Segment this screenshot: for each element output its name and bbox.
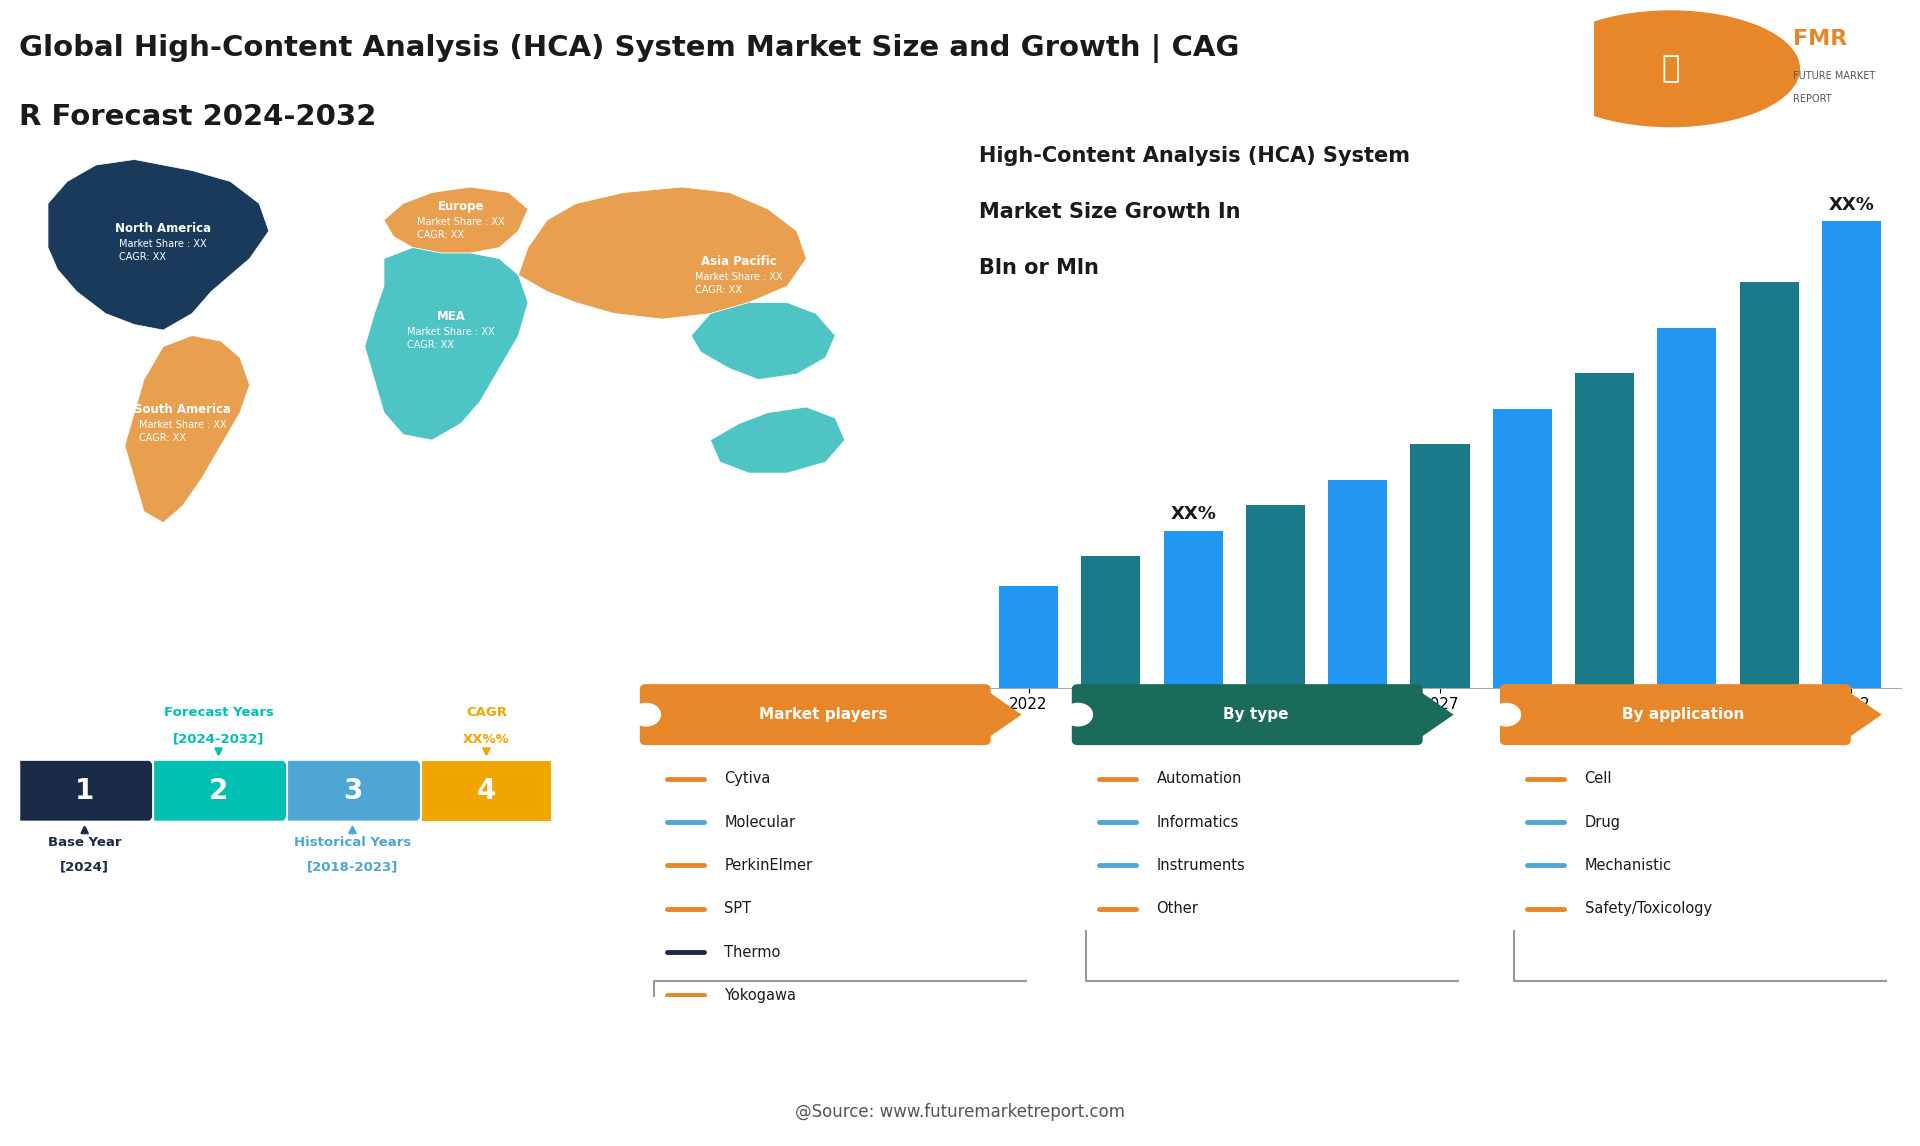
Text: Base Year: Base Year (48, 835, 121, 849)
Polygon shape (19, 760, 175, 822)
Polygon shape (985, 689, 1021, 740)
Text: High-Content Analysis (HCA) System: High-Content Analysis (HCA) System (979, 146, 1409, 165)
Text: Molecular: Molecular (724, 815, 795, 830)
Text: Global High-Content Analysis (HCA) System Market Size and Growth | CAG: Global High-Content Analysis (HCA) Syste… (19, 33, 1240, 63)
Text: Safety/Toxicology: Safety/Toxicology (1584, 901, 1713, 917)
Circle shape (1064, 704, 1092, 725)
Text: @Source: www.futuremarketreport.com: @Source: www.futuremarketreport.com (795, 1102, 1125, 1121)
Text: Drug: Drug (1584, 815, 1620, 830)
Text: Yokogawa: Yokogawa (724, 988, 797, 1003)
Circle shape (1542, 11, 1799, 126)
Text: Historical Years: Historical Years (294, 835, 411, 849)
Polygon shape (384, 187, 528, 253)
Polygon shape (365, 248, 528, 440)
Text: REPORT: REPORT (1793, 94, 1832, 104)
Polygon shape (1417, 689, 1453, 740)
Text: Market Share : XX
CAGR: XX: Market Share : XX CAGR: XX (119, 238, 207, 262)
Text: XX%%: XX%% (463, 732, 511, 746)
Text: Other: Other (1156, 901, 1198, 917)
Bar (1492, 409, 1551, 688)
Bar (1657, 328, 1716, 688)
Polygon shape (518, 187, 806, 319)
FancyBboxPatch shape (1500, 684, 1851, 745)
Text: FUTURE MARKET: FUTURE MARKET (1793, 71, 1876, 80)
Text: Instruments: Instruments (1156, 858, 1246, 873)
Text: 3: 3 (344, 777, 363, 804)
Bar (1246, 505, 1306, 688)
Text: SPT: SPT (724, 901, 751, 917)
Circle shape (1492, 704, 1521, 725)
Text: By application: By application (1622, 707, 1745, 722)
Text: 2: 2 (209, 777, 228, 804)
Text: 1: 1 (75, 777, 94, 804)
Text: XX%: XX% (1828, 196, 1874, 214)
Text: Cell: Cell (1584, 771, 1613, 786)
Text: Market Share : XX
CAGR: XX: Market Share : XX CAGR: XX (138, 421, 227, 444)
Polygon shape (420, 760, 551, 822)
Text: PerkinElmer: PerkinElmer (724, 858, 812, 873)
Polygon shape (286, 760, 442, 822)
Text: MEA: MEA (436, 309, 467, 323)
Text: XX%: XX% (1169, 505, 1215, 523)
Text: Mechanistic: Mechanistic (1584, 858, 1672, 873)
Text: CAGR: CAGR (467, 706, 507, 719)
Text: [2024-2032]: [2024-2032] (173, 732, 265, 746)
Bar (1822, 221, 1882, 688)
Bar (1329, 480, 1388, 688)
Text: North America: North America (115, 222, 211, 235)
Polygon shape (691, 303, 835, 379)
Text: South America: South America (134, 403, 230, 416)
Text: Asia Pacific: Asia Pacific (701, 254, 778, 268)
Polygon shape (48, 159, 269, 330)
Text: Automation: Automation (1156, 771, 1242, 786)
Polygon shape (1845, 689, 1882, 740)
Bar (1081, 556, 1140, 688)
Bar (1411, 445, 1469, 688)
Text: Forecast Years: Forecast Years (163, 706, 273, 719)
Text: Market Share : XX
CAGR: XX: Market Share : XX CAGR: XX (695, 272, 783, 295)
Circle shape (632, 704, 660, 725)
Text: [2024]: [2024] (60, 861, 109, 873)
Polygon shape (710, 407, 845, 473)
Text: Europe: Europe (438, 199, 484, 213)
Text: Market Size Growth In: Market Size Growth In (979, 202, 1240, 221)
Text: 4: 4 (476, 777, 495, 804)
Text: By type: By type (1223, 707, 1288, 722)
Text: Bln or Mln: Bln or Mln (979, 258, 1098, 277)
Text: [2018-2023]: [2018-2023] (307, 861, 397, 873)
Text: Cytiva: Cytiva (724, 771, 770, 786)
Text: 🦅: 🦅 (1661, 54, 1680, 84)
Polygon shape (125, 336, 250, 523)
Bar (1164, 531, 1223, 688)
Text: Market Share : XX
CAGR: XX: Market Share : XX CAGR: XX (417, 217, 505, 240)
Bar (1740, 282, 1799, 688)
Text: FMR: FMR (1793, 29, 1847, 48)
FancyBboxPatch shape (1071, 684, 1423, 745)
Text: Thermo: Thermo (724, 944, 781, 959)
Text: Market players: Market players (758, 707, 887, 722)
Bar (998, 587, 1058, 688)
Text: Market Share : XX
CAGR: XX: Market Share : XX CAGR: XX (407, 327, 495, 350)
Bar (1574, 374, 1634, 688)
FancyBboxPatch shape (639, 684, 991, 745)
Polygon shape (154, 760, 307, 822)
Text: R Forecast 2024-2032: R Forecast 2024-2032 (19, 103, 376, 131)
Text: Informatics: Informatics (1156, 815, 1238, 830)
